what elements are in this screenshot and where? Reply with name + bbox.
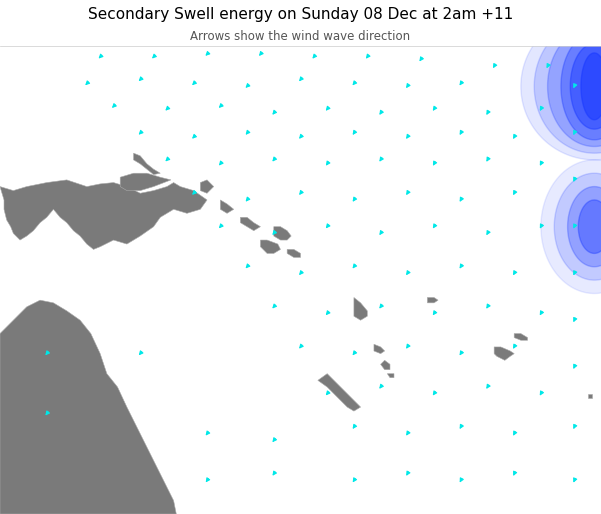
Polygon shape <box>534 20 601 153</box>
Polygon shape <box>120 173 171 191</box>
Polygon shape <box>494 347 514 360</box>
Polygon shape <box>514 334 528 340</box>
Polygon shape <box>240 217 260 231</box>
Polygon shape <box>133 153 160 175</box>
Polygon shape <box>554 173 601 280</box>
Polygon shape <box>578 200 601 253</box>
Polygon shape <box>318 374 361 411</box>
Polygon shape <box>567 187 601 267</box>
Polygon shape <box>588 394 591 398</box>
Polygon shape <box>287 249 300 258</box>
Polygon shape <box>274 227 291 240</box>
Text: Secondary Swell energy on Sunday 08 Dec at 2am +11: Secondary Swell energy on Sunday 08 Dec … <box>88 7 513 22</box>
Polygon shape <box>374 344 385 354</box>
Polygon shape <box>200 180 214 193</box>
Polygon shape <box>427 298 438 303</box>
Text: Arrows show the wind wave direction: Arrows show the wind wave direction <box>191 30 410 43</box>
Polygon shape <box>561 33 601 140</box>
Polygon shape <box>260 240 281 253</box>
Polygon shape <box>221 200 234 213</box>
Polygon shape <box>541 160 601 293</box>
Polygon shape <box>570 44 601 129</box>
Polygon shape <box>521 13 601 160</box>
Polygon shape <box>380 360 390 370</box>
Polygon shape <box>387 374 394 378</box>
Polygon shape <box>548 26 601 146</box>
Polygon shape <box>0 300 176 514</box>
Polygon shape <box>581 53 601 120</box>
Polygon shape <box>354 298 367 320</box>
Polygon shape <box>0 180 207 249</box>
